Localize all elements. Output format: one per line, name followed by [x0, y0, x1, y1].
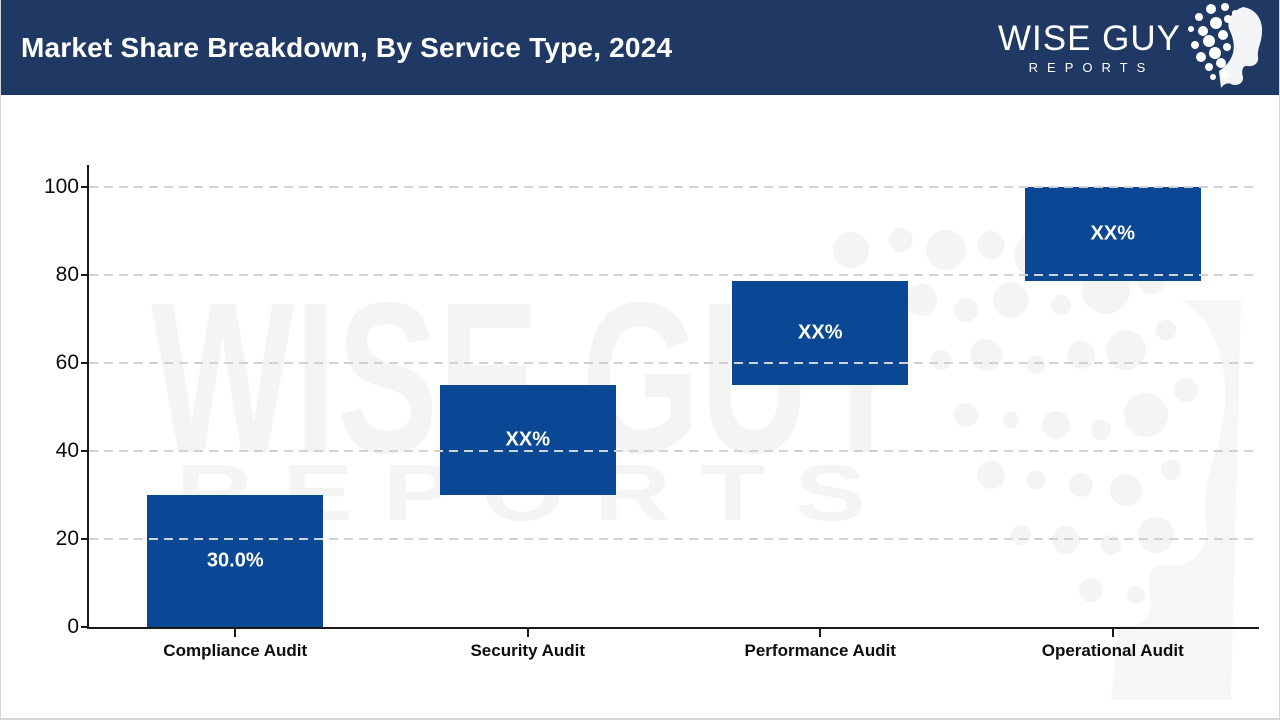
bar-value-label: XX% [1090, 222, 1135, 245]
bar-segment [439, 385, 616, 495]
bar-segment [1024, 187, 1201, 281]
y-tick-mark [81, 538, 89, 540]
chart-area: WISE GUY R E P O R T S [1, 95, 1279, 718]
x-tick-mark [819, 629, 822, 637]
y-tick-label: 100 [43, 175, 79, 198]
wise-guy-logo: WISE GUY REPORTS [998, 1, 1265, 94]
x-category-label: Security Audit [470, 641, 586, 660]
y-tick-mark [81, 450, 89, 452]
x-axis-spine [87, 627, 1259, 629]
x-tick-mark [234, 629, 237, 637]
bar-value-label: XX% [798, 321, 843, 344]
bar-segment [732, 280, 909, 385]
gridline [89, 450, 1259, 452]
x-tick-mark [526, 629, 529, 637]
x-category-label: Compliance Audit [163, 641, 308, 660]
gridline [89, 274, 1259, 276]
x-tick-mark [1111, 629, 1114, 637]
logo-wordmark: WISE GUY REPORTS [998, 21, 1181, 74]
header-band: Market Share Breakdown, By Service Type,… [1, 0, 1279, 95]
y-tick-label: 0 [67, 615, 79, 638]
page-title: Market Share Breakdown, By Service Type,… [21, 31, 673, 63]
gridline [89, 538, 1259, 540]
y-axis-spine [87, 165, 89, 629]
y-tick-mark [81, 362, 89, 364]
y-tick-label: 40 [55, 439, 79, 462]
gridline [89, 186, 1259, 188]
y-tick-mark [81, 274, 89, 276]
dotted-head-profile-icon [1183, 1, 1265, 94]
y-tick-label: 20 [55, 527, 79, 550]
y-tick-mark [81, 626, 89, 628]
logo-word: WISE GUY [997, 19, 1181, 58]
x-category-label: Operational Audit [1041, 641, 1184, 660]
bar-segment [147, 495, 324, 627]
bar-value-label: 30.0% [206, 549, 264, 572]
x-category-label: Performance Audit [744, 641, 896, 660]
logo-sub: REPORTS [1028, 60, 1155, 75]
y-tick-label: 80 [55, 263, 79, 286]
y-tick-mark [81, 186, 89, 188]
gridline [89, 362, 1259, 364]
bar-value-label: XX% [505, 428, 550, 451]
y-tick-label: 60 [55, 351, 79, 374]
